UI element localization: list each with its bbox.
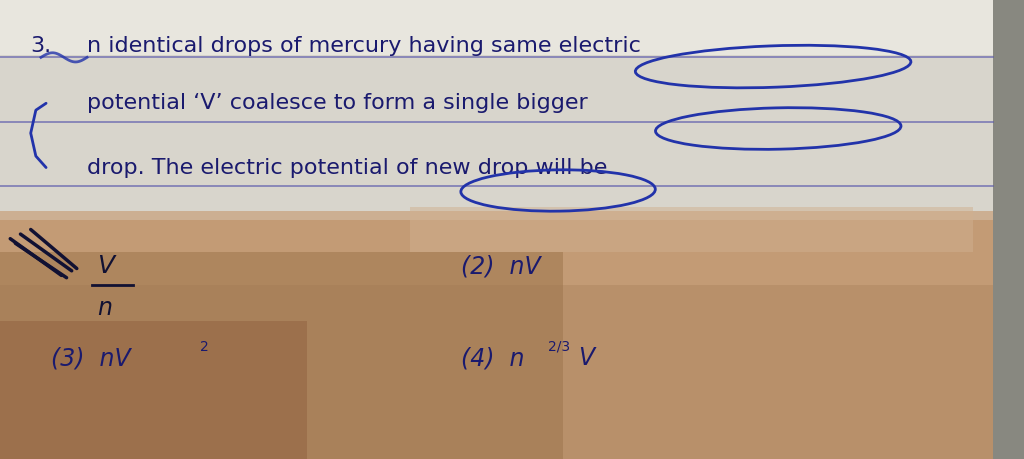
FancyBboxPatch shape bbox=[993, 0, 1024, 459]
Text: 2: 2 bbox=[200, 340, 209, 353]
Text: (4)  n: (4) n bbox=[461, 346, 524, 370]
Text: n identical drops of mercury having same electric: n identical drops of mercury having same… bbox=[87, 36, 641, 56]
Text: 3.: 3. bbox=[31, 36, 52, 56]
Text: (2)  nV: (2) nV bbox=[461, 254, 541, 278]
FancyBboxPatch shape bbox=[410, 207, 973, 252]
Text: V: V bbox=[97, 254, 115, 278]
FancyBboxPatch shape bbox=[0, 321, 307, 459]
Text: (3)  nV: (3) nV bbox=[51, 346, 131, 370]
FancyBboxPatch shape bbox=[0, 252, 563, 459]
FancyBboxPatch shape bbox=[0, 211, 1024, 285]
FancyBboxPatch shape bbox=[0, 0, 993, 220]
FancyBboxPatch shape bbox=[0, 0, 993, 55]
Text: n: n bbox=[97, 296, 113, 319]
Text: drop. The electric potential of new drop will be: drop. The electric potential of new drop… bbox=[87, 157, 607, 178]
FancyBboxPatch shape bbox=[0, 220, 1024, 459]
Text: 2/3: 2/3 bbox=[548, 340, 570, 353]
Text: V: V bbox=[579, 346, 595, 370]
FancyBboxPatch shape bbox=[0, 55, 993, 220]
Text: potential ‘V’ coalesce to form a single bigger: potential ‘V’ coalesce to form a single … bbox=[87, 93, 588, 113]
